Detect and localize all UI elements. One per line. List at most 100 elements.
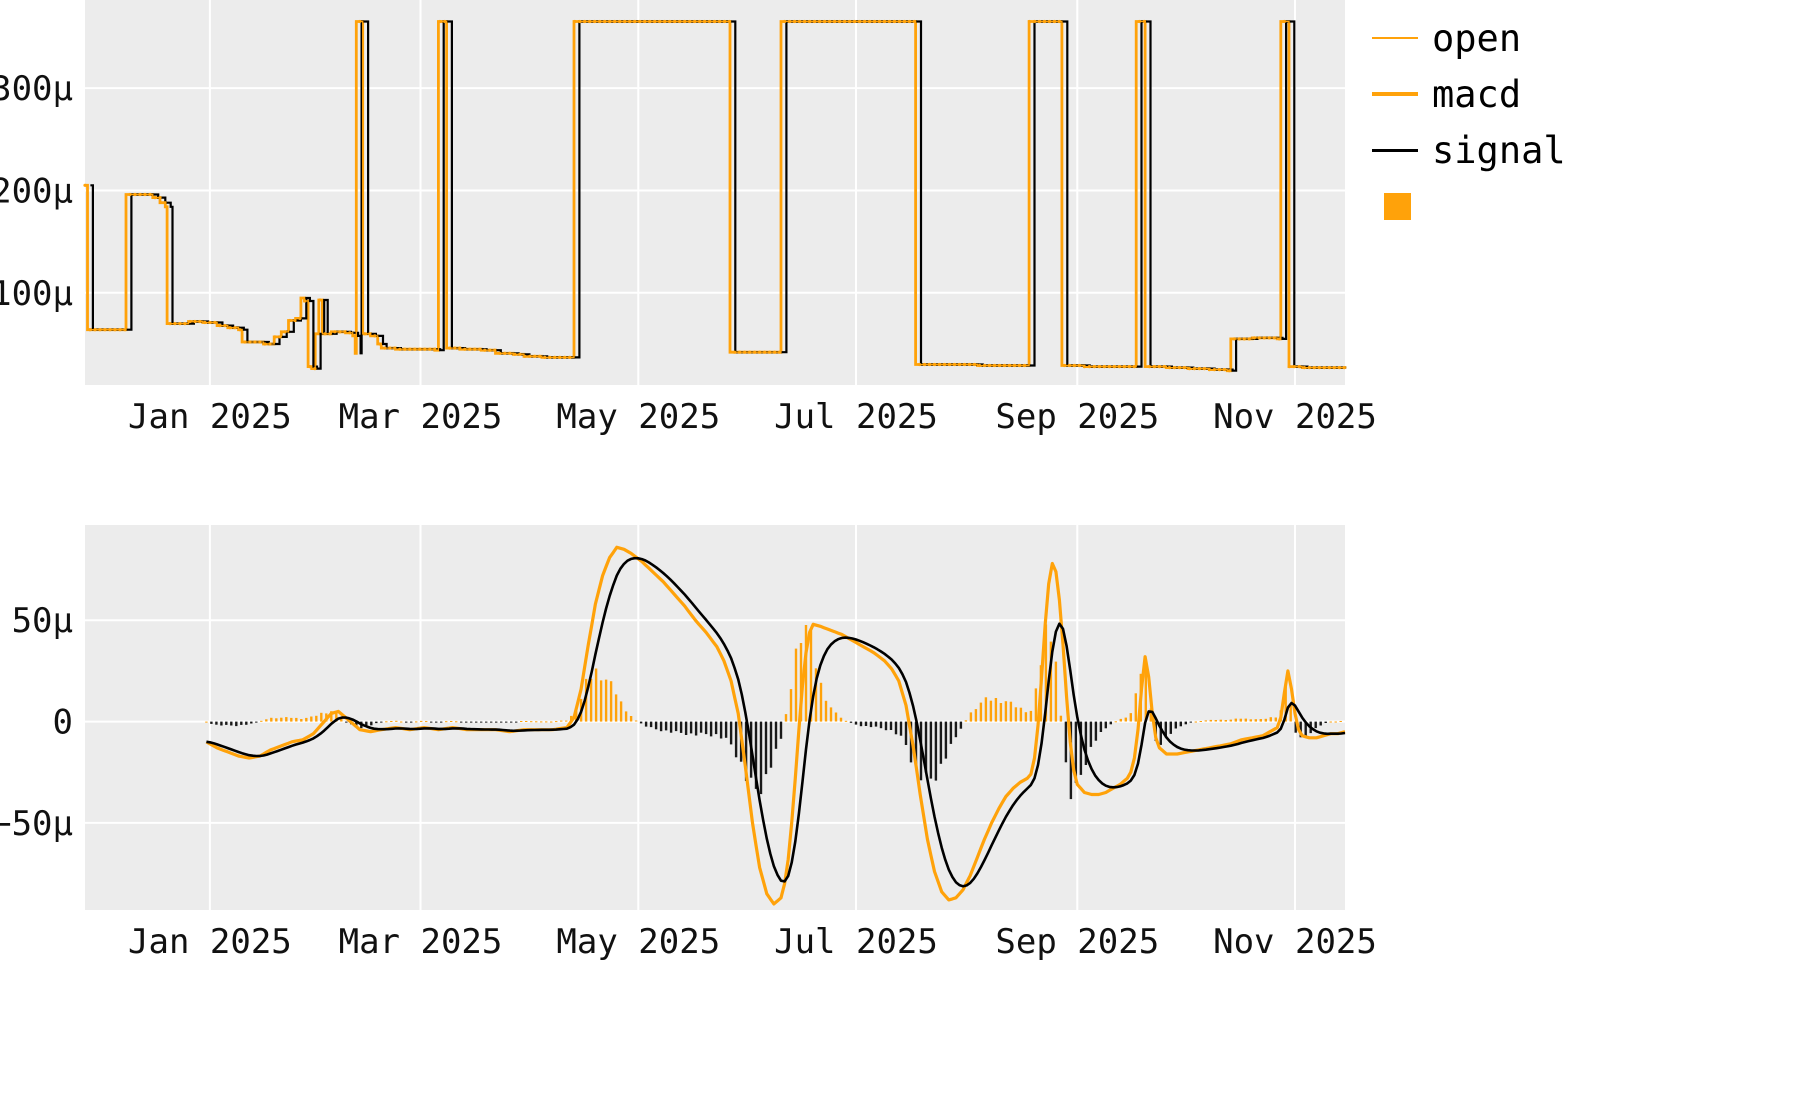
open-marker-dot xyxy=(598,19,602,24)
histogram-bar xyxy=(515,721,518,723)
open-marker-dot xyxy=(88,328,92,332)
open-marker-dot xyxy=(153,196,157,200)
open-marker-dot xyxy=(962,362,967,367)
histogram-bar xyxy=(555,721,558,723)
histogram-bar xyxy=(789,689,793,722)
histogram-bar xyxy=(1029,710,1033,722)
open-marker-dot xyxy=(163,201,167,205)
open-marker-dot xyxy=(1012,363,1017,368)
open-marker-dot xyxy=(743,350,747,354)
histogram-bar xyxy=(1189,721,1192,723)
open-marker-dot xyxy=(238,328,242,332)
histogram-bar xyxy=(809,630,813,722)
open-marker-dot xyxy=(693,19,697,24)
histogram-bar xyxy=(594,668,598,722)
open-marker-dot xyxy=(83,183,87,187)
open-marker-dot xyxy=(578,19,582,24)
open-marker-dot xyxy=(703,19,707,24)
histogram-bar xyxy=(849,721,853,723)
open-marker-dot xyxy=(608,19,612,24)
histogram-bar xyxy=(1084,721,1088,765)
price-panel-chart: 100µ 200µ 300µ Jan 2025 Mar 2025 May 2025 Jul … xyxy=(0,0,1377,437)
open-marker-dot xyxy=(798,19,802,24)
histogram-bar xyxy=(1224,720,1227,722)
open-marker-dot xyxy=(937,362,942,367)
x-tick-label: Sep 2025 xyxy=(995,397,1159,437)
open-marker-dot xyxy=(768,350,772,354)
open-marker-dot xyxy=(1182,366,1186,370)
histogram-bar xyxy=(599,680,603,722)
x-tick-label: May 2025 xyxy=(556,397,720,437)
open-marker-dot xyxy=(228,326,232,330)
histogram-bar xyxy=(230,721,233,726)
open-marker-dot xyxy=(488,348,492,352)
histogram-bar xyxy=(944,721,948,759)
open-marker-dot xyxy=(478,347,482,351)
histogram-bar xyxy=(525,721,528,722)
open-marker-dot xyxy=(1092,365,1096,369)
open-marker-dot xyxy=(128,192,132,197)
open-marker-dot xyxy=(1277,337,1281,341)
histogram-bar xyxy=(1104,721,1107,729)
y-tick-label: 200µ xyxy=(0,172,73,212)
histogram-bar xyxy=(734,721,738,758)
histogram-bar xyxy=(1284,686,1287,722)
open-marker-dot xyxy=(1247,337,1251,341)
histogram-bar xyxy=(450,721,453,722)
open-marker-dot xyxy=(1162,365,1166,369)
histogram-bar xyxy=(1049,641,1053,722)
histogram-bar xyxy=(1099,721,1103,732)
open-marker-dot xyxy=(178,322,182,326)
histogram-bar xyxy=(1089,721,1093,747)
histogram-bar xyxy=(380,721,383,723)
histogram-bar xyxy=(455,721,458,723)
histogram-bar xyxy=(769,721,773,768)
histogram-bar xyxy=(275,718,278,722)
open-marker-dot xyxy=(733,350,737,354)
histogram-bar xyxy=(330,711,333,722)
open-marker-dot xyxy=(568,355,572,359)
histogram-bar xyxy=(764,721,768,775)
open-marker-dot xyxy=(843,19,847,24)
histogram-bar xyxy=(315,715,318,722)
histogram-bar xyxy=(235,721,238,727)
histogram-bar xyxy=(824,700,828,722)
open-marker-dot xyxy=(738,350,742,354)
histogram-bar xyxy=(410,721,413,723)
histogram-bar xyxy=(1314,721,1317,729)
histogram-bar xyxy=(1339,721,1342,722)
x-tick-label: Sep 2025 xyxy=(995,922,1159,962)
histogram-bar xyxy=(989,700,993,722)
histogram-bar xyxy=(714,721,718,735)
open-marker-dot xyxy=(213,320,217,325)
open-marker-dot xyxy=(613,19,617,24)
open-marker-dot xyxy=(848,19,852,24)
histogram-bar xyxy=(889,721,893,730)
open-marker-dot xyxy=(573,19,577,24)
open-marker-dot xyxy=(663,19,667,24)
open-marker-dot xyxy=(553,355,557,359)
open-marker-dot xyxy=(833,19,837,24)
open-marker-dot xyxy=(463,347,467,351)
open-marker-dot xyxy=(1037,19,1042,24)
open-marker-dot xyxy=(618,19,622,24)
legend: open macd signal xyxy=(1372,10,1566,234)
open-marker-dot xyxy=(593,19,597,24)
histogram-bar xyxy=(1054,661,1058,722)
histogram-bar xyxy=(924,721,928,773)
histogram-bar xyxy=(1184,721,1187,725)
histogram-bar xyxy=(844,720,848,722)
x-tick-label: Jul 2025 xyxy=(774,397,938,437)
open-marker-dot xyxy=(823,19,827,24)
histogram-bar xyxy=(480,721,483,723)
histogram-bar xyxy=(510,721,513,723)
open-marker-dot xyxy=(493,348,497,352)
histogram-bar xyxy=(659,721,663,732)
histogram-bar xyxy=(894,721,898,735)
histogram-bar xyxy=(335,712,338,722)
open-marker-dot xyxy=(143,192,147,197)
histogram-bar xyxy=(495,721,498,723)
histogram-bar xyxy=(1229,719,1232,722)
histogram-bar xyxy=(345,721,348,723)
histogram-bar xyxy=(1264,718,1267,722)
